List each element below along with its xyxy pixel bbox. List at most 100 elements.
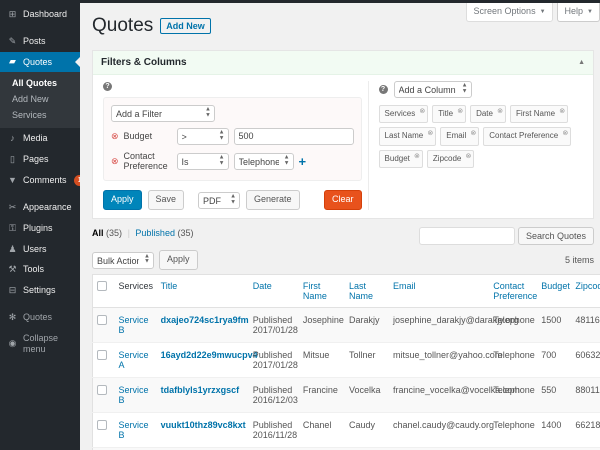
column-chip-services[interactable]: Services ⊗	[378, 104, 429, 124]
filter-operator-select-contact[interactable]: Is	[176, 152, 229, 170]
remove-column-icon[interactable]: ⊗	[497, 107, 503, 115]
sidebar-item-quotes[interactable]: ▰ Quotes	[0, 51, 80, 73]
sidebar-item-media[interactable]: ♪ Media	[0, 128, 80, 149]
row-select-cell	[92, 447, 115, 450]
column-chip-first-name[interactable]: First Name ⊗	[509, 104, 569, 124]
remove-column-icon[interactable]: ⊗	[465, 152, 472, 160]
select-all-checkbox[interactable]	[97, 280, 107, 291]
row-checkbox[interactable]	[97, 384, 107, 395]
columns-help-icon[interactable]: ?	[378, 84, 388, 94]
title-link[interactable]: dxajeo724sc1rya9fm	[160, 314, 249, 325]
sidebar-item-dashboard[interactable]: ⊞ Dashboard	[0, 4, 80, 25]
add-column-select[interactable]: Add a Column	[393, 80, 472, 98]
column-chip-label: Services	[384, 108, 416, 118]
table-head: Services Title Date First Name Last Name…	[92, 274, 600, 308]
sidebar-item-collapse-menu[interactable]: ◉ Collapse menu	[0, 328, 80, 360]
remove-column-icon[interactable]: ⊗	[419, 107, 426, 115]
table-header-row: Services Title Date First Name Last Name…	[92, 274, 600, 308]
services-link[interactable]: Service B	[118, 419, 149, 440]
bulk-actions-select[interactable]: Bulk Actions	[92, 251, 154, 269]
remove-column-icon[interactable]: ⊗	[427, 130, 434, 138]
cell-services: Service B	[114, 447, 157, 450]
search-submit-button[interactable]: Search Quotes	[517, 227, 594, 246]
column-header-title[interactable]: Title	[156, 274, 249, 308]
services-link[interactable]: Service B	[118, 384, 149, 405]
sidebar-item-posts[interactable]: ✎ Posts	[0, 31, 80, 52]
view-link-all[interactable]: All	[92, 228, 104, 239]
clear-filters-button[interactable]: Clear	[324, 190, 362, 211]
sidebar-subitem-all-quotes[interactable]: All Quotes	[12, 78, 58, 89]
filter-value-select-contact[interactable]: Telephone	[233, 152, 294, 170]
remove-column-icon[interactable]: ⊗	[457, 107, 464, 115]
sidebar-item-plugins[interactable]: ⚿ Plugins	[0, 218, 80, 239]
column-chip-label: Date	[476, 108, 493, 118]
column-header-contact-preference[interactable]: Contact Preference	[489, 274, 538, 308]
search-box: Search Quotes	[418, 227, 594, 246]
services-link[interactable]: Service B	[118, 314, 149, 335]
row-checkbox[interactable]	[97, 314, 107, 325]
remove-column-icon[interactable]: ⊗	[559, 107, 566, 115]
generate-button[interactable]: Generate	[246, 190, 300, 211]
column-header-date[interactable]: Date	[248, 274, 299, 308]
add-new-button[interactable]: Add New	[160, 18, 211, 35]
title-link[interactable]: vuukt10thz89vc8kxt	[160, 419, 246, 430]
title-link[interactable]: tdafblyls1yrzxgscf	[160, 384, 240, 395]
add-filter-row-icon[interactable]: +	[298, 153, 307, 169]
column-chip-date[interactable]: Date ⊗	[470, 104, 506, 124]
column-header-first-name[interactable]: First Name	[298, 274, 345, 308]
sidebar-item-users[interactable]: ♟ Users	[0, 239, 80, 260]
column-chip-title[interactable]: Title ⊗	[432, 104, 467, 124]
row-checkbox[interactable]	[97, 349, 107, 360]
save-filters-button[interactable]: Save	[147, 190, 185, 211]
columns-column: ? Add a Column ▲ ▼ Services ⊗	[369, 80, 589, 210]
column-chip-budget[interactable]: Budget ⊗	[378, 149, 423, 168]
column-header-zipcode[interactable]: Zipcode	[571, 274, 600, 308]
comments-count-badge: 1	[73, 174, 80, 187]
column-header-budget[interactable]: Budget	[537, 274, 572, 308]
cell-email: chanel.caudy@caudy.org	[389, 412, 494, 448]
sidebar-item-appearance[interactable]: ✂ Appearance	[0, 197, 80, 218]
remove-column-icon[interactable]: ⊗	[414, 152, 420, 160]
remove-filter-icon[interactable]: ⊗	[111, 155, 119, 166]
cell-budget: 700	[537, 342, 572, 378]
sidebar-subitem-services[interactable]: Services	[12, 110, 47, 121]
sidebar-item-pages[interactable]: ▯ Pages	[0, 149, 80, 170]
media-icon: ♪	[10, 133, 15, 144]
help-button[interactable]: Help ▼	[556, 3, 600, 22]
column-chip-contact-preference[interactable]: Contact Preference ⊗	[483, 127, 572, 146]
column-chip-zipcode[interactable]: Zipcode ⊗	[426, 149, 475, 168]
title-link[interactable]: 16ayd2d22e9mwucpv4	[160, 349, 258, 360]
filters-help-icon[interactable]: ?	[103, 82, 112, 92]
sidebar-item-label: Plugins	[23, 222, 53, 233]
row-checkbox[interactable]	[97, 419, 107, 430]
sidebar-item-settings[interactable]: ⊟ Settings	[0, 280, 80, 301]
chevron-up-icon[interactable]: ▲	[578, 58, 585, 66]
add-filter-select[interactable]: Add a Filter	[111, 104, 215, 122]
column-chip-email[interactable]: Email ⊗	[440, 127, 480, 146]
remove-column-icon[interactable]: ⊗	[470, 130, 477, 138]
remove-column-icon[interactable]: ⊗	[562, 130, 569, 138]
bulk-apply-button[interactable]: Apply	[159, 250, 198, 270]
sidebar-item-tools[interactable]: ⚒ Tools	[0, 259, 80, 280]
column-header-email[interactable]: Email	[389, 274, 490, 308]
sidebar-subitem-add-new[interactable]: Add New	[12, 94, 49, 105]
filters-column: ? Add a Filter ▲ ▼ ⊗ Budget	[97, 80, 369, 211]
search-input[interactable]	[418, 227, 515, 246]
remove-filter-icon[interactable]: ⊗	[111, 130, 119, 141]
sidebar-item-label: Collapse menu	[23, 332, 59, 354]
cell-email: francine_vocelka@vocelka.com	[389, 377, 520, 413]
screen-options-button[interactable]: Screen Options ▼	[465, 3, 553, 22]
view-link-published[interactable]: Published	[135, 228, 175, 239]
cell-first-name: Chanel	[298, 412, 345, 448]
apply-filters-button[interactable]: Apply	[103, 190, 142, 211]
services-link[interactable]: Service A	[118, 349, 149, 370]
column-header-last-name[interactable]: Last Name	[344, 274, 390, 308]
export-format-select[interactable]: PDF	[198, 191, 241, 209]
sidebar-item-quotes-settings[interactable]: ✻ Quotes	[0, 307, 80, 328]
filters-panel-header[interactable]: Filters & Columns ▲	[93, 50, 593, 75]
date-value: 2017/01/28	[252, 324, 298, 335]
column-chip-last-name[interactable]: Last Name ⊗	[378, 127, 437, 146]
filter-value-input-budget[interactable]	[233, 127, 354, 145]
sidebar-item-comments[interactable]: ▼ Comments 1	[0, 170, 80, 191]
filter-operator-select-budget[interactable]: >	[176, 127, 229, 145]
